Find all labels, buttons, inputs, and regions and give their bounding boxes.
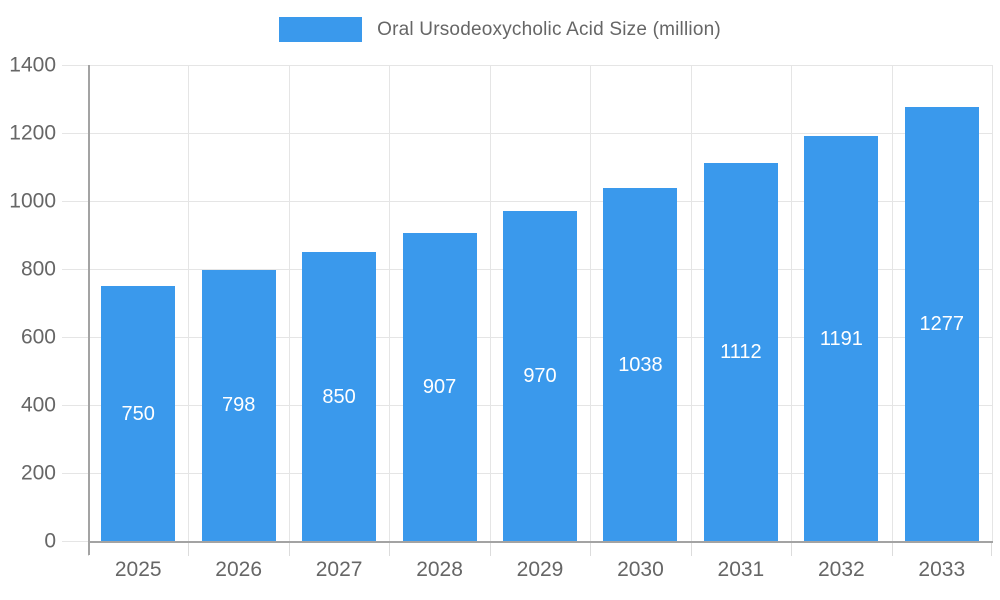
bar: 1277 xyxy=(904,106,979,541)
gridline-v xyxy=(188,65,190,541)
y-axis-tick xyxy=(62,201,88,202)
bar: 1191 xyxy=(804,136,879,541)
x-axis-label: 2026 xyxy=(215,558,263,581)
x-axis-tick xyxy=(590,541,592,556)
y-axis-tick xyxy=(62,473,88,474)
x-axis-label: 2027 xyxy=(315,558,363,581)
bar: 850 xyxy=(302,252,377,541)
gridline-v xyxy=(489,65,491,541)
x-axis-tick xyxy=(389,541,391,556)
x-axis-tick xyxy=(690,541,692,556)
y-axis-label: 1000 xyxy=(9,189,56,213)
bar-value-label: 1191 xyxy=(819,327,863,350)
gridline-h xyxy=(88,201,992,202)
y-axis-tick xyxy=(62,133,88,134)
bar-value-label: 798 xyxy=(221,394,256,417)
y-axis-label: 200 xyxy=(20,461,56,485)
y-axis-tick xyxy=(62,541,88,542)
bar-value-label: 1038 xyxy=(618,353,663,376)
gridline-v xyxy=(791,65,793,541)
x-axis-label: 2033 xyxy=(918,558,966,581)
bar-value-label: 850 xyxy=(322,385,356,408)
x-axis-label: 2029 xyxy=(516,558,564,581)
y-axis-tick xyxy=(62,65,88,66)
plot-area: 750 798 850 907 970 1038 1112 1191 1277 0 200 400 6… xyxy=(9,55,993,580)
y-axis-label: 600 xyxy=(20,325,56,349)
x-axis-tick xyxy=(489,541,491,556)
x-axis-tick xyxy=(188,541,190,556)
gridline-v xyxy=(389,65,391,541)
y-axis-label: 400 xyxy=(20,393,56,417)
gridline-v xyxy=(690,65,692,541)
y-axis-label: 1200 xyxy=(9,121,56,145)
y-axis-tick xyxy=(62,337,88,338)
x-axis-tick xyxy=(991,541,992,556)
gridline-v xyxy=(891,65,893,541)
bar-value-label: 750 xyxy=(121,402,155,425)
y-axis-label: 800 xyxy=(20,257,56,281)
x-axis-line xyxy=(88,541,993,543)
bar: 750 xyxy=(101,286,176,541)
x-axis-label: 2025 xyxy=(114,558,162,581)
bar: 907 xyxy=(402,232,477,541)
y-axis-tick xyxy=(62,405,88,406)
gridline-h xyxy=(88,133,992,134)
bar: 1112 xyxy=(703,162,778,541)
gridline-h xyxy=(88,65,992,66)
x-axis-tick xyxy=(791,541,793,556)
gridline-v xyxy=(288,65,290,541)
bar-value-label: 1277 xyxy=(919,312,965,335)
x-axis-label: 2028 xyxy=(416,558,463,581)
x-axis-label: 2030 xyxy=(617,558,664,581)
x-axis-label: 2032 xyxy=(817,558,865,581)
legend-swatch xyxy=(279,17,363,42)
bar: 798 xyxy=(201,269,276,541)
x-axis-label: 2031 xyxy=(717,558,765,581)
bar-value-label: 907 xyxy=(422,375,457,398)
y-axis-tick xyxy=(62,269,88,270)
chart-legend[interactable]: Oral Ursodeoxycholic Acid Size (million) xyxy=(0,17,1000,42)
x-axis-tick xyxy=(288,541,290,556)
bar: 1038 xyxy=(603,188,678,541)
y-axis-line xyxy=(88,65,90,555)
x-axis-tick xyxy=(891,541,893,556)
gridline-v xyxy=(590,65,592,541)
y-axis-label: 0 xyxy=(44,529,56,553)
bar: 970 xyxy=(503,211,577,541)
legend-label: Oral Ursodeoxycholic Acid Size (million) xyxy=(377,18,721,40)
bar-value-label: 1112 xyxy=(720,340,762,363)
bar-value-label: 970 xyxy=(523,365,557,388)
y-axis-label: 1400 xyxy=(9,53,56,77)
